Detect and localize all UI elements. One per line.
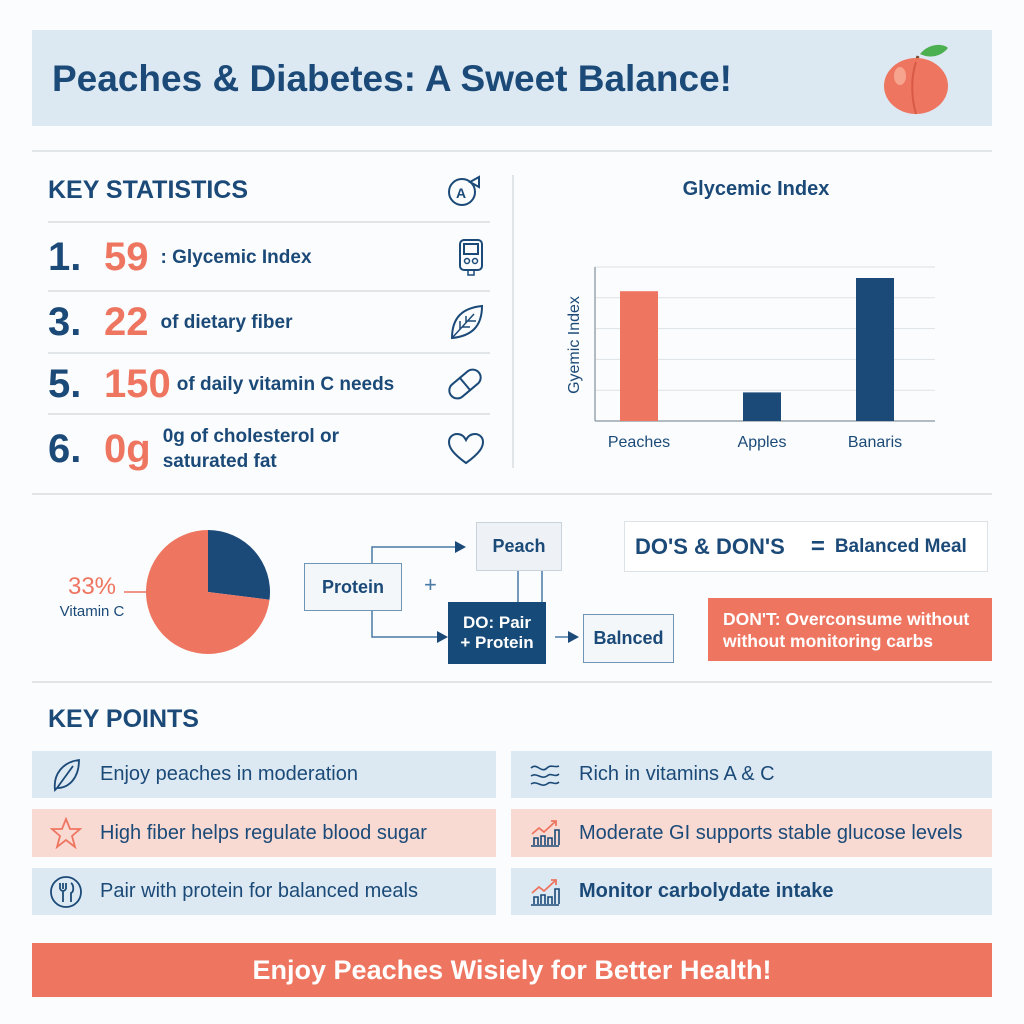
pie-annotation-value: 33% xyxy=(68,573,116,600)
key-point-item: Pair with protein for balanced meals xyxy=(32,868,496,915)
stat-number: 6. xyxy=(48,426,82,471)
stat-value: 22 xyxy=(104,299,149,344)
key-point-item: Moderate GI supports stable glucose leve… xyxy=(511,809,992,857)
stat-row: 6. 0g 0g of cholesterol or saturated fat xyxy=(48,418,490,480)
bar-chart: Gyemic Index Peaches Apples Banaris xyxy=(566,266,935,451)
leaf-icon xyxy=(450,304,484,340)
stat-number: 5. xyxy=(48,361,82,406)
key-points-title: KEY POINTS xyxy=(48,705,199,733)
key-point-text: Moderate GI supports stable glucose leve… xyxy=(579,821,963,844)
nutrition-a-icon: A xyxy=(448,175,480,206)
flow-node-balanced: Balnced xyxy=(583,614,674,663)
stat-number: 3. xyxy=(48,299,82,344)
key-point-item: Rich in vitamins A & C xyxy=(511,751,992,798)
stat-value: 0g xyxy=(104,426,151,471)
key-point-text: Enjoy peaches in moderation xyxy=(100,763,358,785)
stat-row: 3. 22 of dietary fiber xyxy=(48,291,490,353)
waves-icon xyxy=(527,760,563,790)
dont-warning: DON'T: Overconsume without without monit… xyxy=(708,598,992,661)
pie-slice xyxy=(208,530,270,600)
glucose-meter-icon xyxy=(459,239,483,276)
stat-label: : Glycemic Index xyxy=(160,246,312,268)
pill-icon xyxy=(448,368,482,400)
x-tick-label: Banaris xyxy=(848,434,902,451)
flow-node-peach: Peach xyxy=(476,522,562,571)
plus-sign: + xyxy=(424,572,437,597)
stat-row: 5. 150 of daily vitamin C needs xyxy=(48,353,490,415)
key-statistics-title: KEY STATISTICS xyxy=(48,176,249,204)
pie-chart: 33% Vitamin C xyxy=(60,530,270,654)
leaf-icon xyxy=(48,758,84,792)
heart-icon xyxy=(448,433,484,465)
footer-banner: Enjoy Peaches Wisiely for Better Health! xyxy=(32,943,992,997)
bar-apples xyxy=(743,392,781,421)
chart-growth-icon xyxy=(527,877,563,907)
dos-donts-box: DO'S & DON'S = Balanced Meal xyxy=(624,521,988,572)
bar-banaris xyxy=(856,278,894,421)
key-point-text: Pair with protein for balanced meals xyxy=(100,880,418,902)
stat-label: of dietary fiber xyxy=(160,311,293,333)
x-tick-label: Peaches xyxy=(608,434,670,451)
x-tick-label: Apples xyxy=(738,434,787,451)
key-point-text: High fiber helps regulate blood sugar xyxy=(100,821,427,844)
balanced-meal-label: Balanced Meal xyxy=(834,535,967,557)
key-point-item: High fiber helps regulate blood sugar xyxy=(32,809,496,857)
star-icon xyxy=(48,817,84,849)
y-axis-label: Gyemic Index xyxy=(566,296,583,394)
equals-sign: = xyxy=(810,532,825,560)
stat-label: 0g of cholesterol or saturated fat xyxy=(162,426,339,472)
header-banner: Peaches & Diabetes: A Sweet Balance! xyxy=(32,30,992,126)
peach-icon xyxy=(884,44,948,115)
pie-slice xyxy=(146,530,270,654)
key-point-item: Monitor carbolydate intake xyxy=(511,868,992,915)
stat-row: 1. 59 : Glycemic Index xyxy=(48,226,490,288)
utensils-icon xyxy=(48,875,84,909)
chart-growth-icon xyxy=(527,818,563,848)
stat-label: of daily vitamin C needs xyxy=(176,373,395,395)
stat-number: 1. xyxy=(48,234,82,279)
stat-value: 150 xyxy=(104,361,171,406)
chart-title: Glycemic Index xyxy=(682,178,830,200)
stat-value: 59 xyxy=(104,234,149,279)
key-point-text: Rich in vitamins A & C xyxy=(579,763,775,785)
page-title: Peaches & Diabetes: A Sweet Balance! xyxy=(52,58,732,99)
pie-annotation-label: Vitamin C xyxy=(60,603,125,620)
svg-text:A: A xyxy=(456,185,466,201)
flow-node-protein: Protein xyxy=(304,563,402,611)
key-points-grid: Enjoy peaches in moderation Rich in vitam… xyxy=(32,751,992,915)
key-point-item: Enjoy peaches in moderation xyxy=(32,751,496,798)
key-point-text: Monitor carbolydate intake xyxy=(579,880,834,902)
dos-donts-title: DO'S & DON'S xyxy=(635,533,785,559)
bar-peaches xyxy=(620,291,658,421)
flow-node-do: DO: Pair + Protein xyxy=(448,602,546,664)
